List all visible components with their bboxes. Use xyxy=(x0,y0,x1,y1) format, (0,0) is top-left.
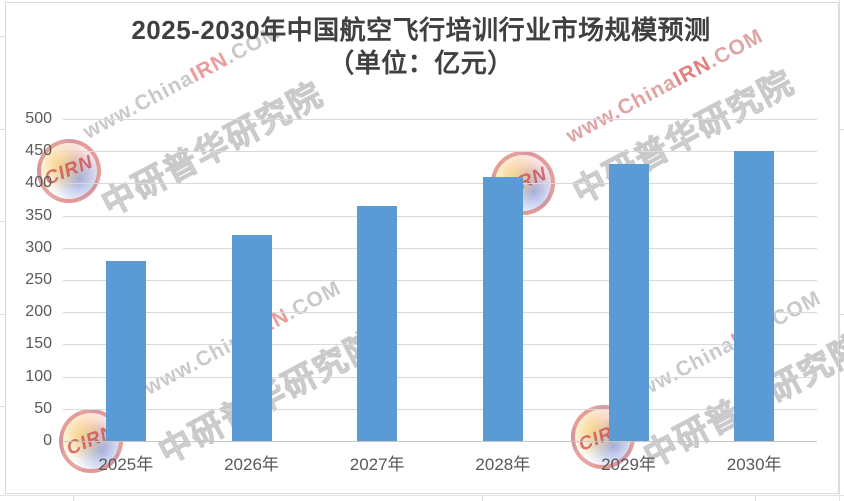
y-gridline xyxy=(63,312,817,314)
x-axis-line xyxy=(63,441,817,442)
y-axis-tick-label: 350 xyxy=(25,206,52,224)
y-gridline xyxy=(63,344,817,346)
x-axis-tick-label: 2029年 xyxy=(601,455,656,474)
y-axis-tick-label: 300 xyxy=(25,238,52,256)
y-axis-tick-label: 50 xyxy=(34,399,52,417)
y-gridline xyxy=(63,215,817,217)
y-gridline xyxy=(63,183,817,185)
x-axis-tick-label: 2025年 xyxy=(98,455,154,474)
sheet-row-stub xyxy=(0,221,5,222)
cirn-logo-watermark: CIRN xyxy=(37,139,101,203)
sheet-row-stub xyxy=(0,314,5,315)
y-axis-tick-label: 0 xyxy=(43,432,52,449)
y-gridline xyxy=(63,376,817,378)
sheet-row-stub xyxy=(0,36,5,37)
bar-2030年 xyxy=(734,151,775,441)
sheet-row-line xyxy=(0,495,844,496)
y-gridline xyxy=(63,408,817,410)
chart-title-line2: （单位：亿元） xyxy=(328,48,514,78)
chart-title: 2025-2030年中国航空飞行培训行业市场规模预测 （单位：亿元） xyxy=(5,14,837,80)
chart-title-line1: 2025-2030年中国航空飞行培训行业市场规模预测 xyxy=(131,15,711,45)
y-axis-tick-label: 500 xyxy=(25,110,52,127)
y-axis-tick-label: 100 xyxy=(25,367,52,385)
y-axis-tick-label: 200 xyxy=(25,303,52,321)
bar-2026年 xyxy=(231,234,272,441)
y-axis-tick-label: 250 xyxy=(25,271,52,288)
chart-object-frame[interactable] xyxy=(5,2,839,494)
bar-2025年 xyxy=(105,260,146,441)
y-axis-tick-label: 450 xyxy=(25,142,52,160)
y-axis-tick-label: 150 xyxy=(25,335,52,353)
y-axis-tick-label: 400 xyxy=(25,174,52,192)
y-gridline xyxy=(63,119,817,120)
x-axis-tick-label: 2027年 xyxy=(349,455,405,474)
x-axis-tick-label: 2026年 xyxy=(224,455,279,474)
bar-2027年 xyxy=(357,205,398,441)
sheet-column-line xyxy=(839,0,840,501)
bar-2029年 xyxy=(608,164,649,441)
sheet-row-stub xyxy=(0,406,5,407)
bar-2028年 xyxy=(482,176,523,441)
x-axis-tick-label: 2028年 xyxy=(475,455,531,474)
y-gridline xyxy=(63,280,817,281)
y-gridline xyxy=(63,151,817,153)
sheet-row-stub xyxy=(0,129,5,130)
sheet-column-stub xyxy=(755,496,756,501)
sheet-row-stub xyxy=(840,314,844,315)
sheet-column-stub xyxy=(482,496,483,501)
x-axis-tick-label: 2030年 xyxy=(726,455,782,474)
sheet-row-stub xyxy=(840,129,844,130)
sheet-column-stub xyxy=(73,496,74,501)
y-gridline xyxy=(63,247,817,249)
